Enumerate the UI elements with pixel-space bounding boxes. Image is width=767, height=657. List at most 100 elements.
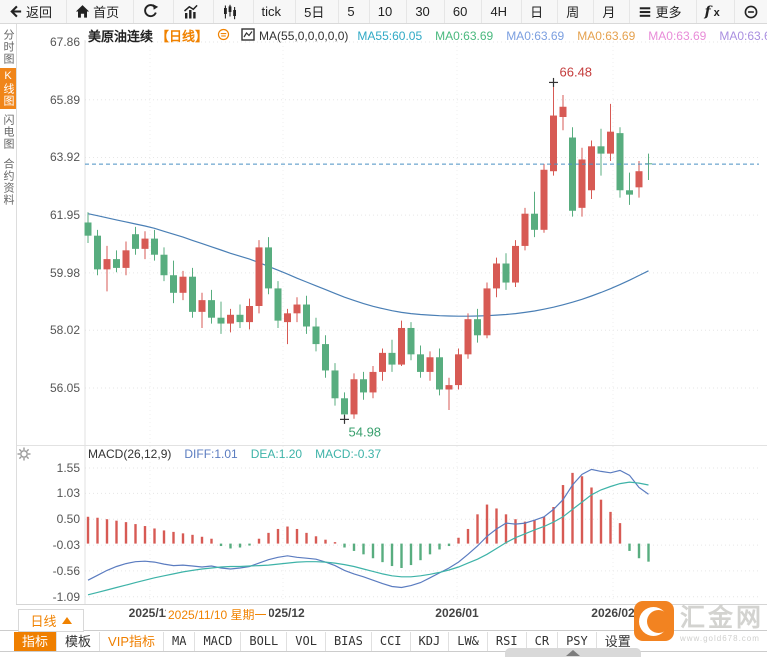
date-axis-label: 2025/11 <box>128 606 172 620</box>
indicator-tab-设置[interactable]: 设置 <box>595 631 639 651</box>
chart-legend: 美原油连续 【日线】 MA(55,0,0,0,0,0) MA55:60.05 MA0… <box>88 26 767 45</box>
zoom-out-icon <box>743 4 759 20</box>
toolbar-period-30-button[interactable]: 30 <box>406 0 437 23</box>
toolbar-more-button[interactable]: 更多 <box>629 0 689 23</box>
toolbar-period-4h-label: 4H <box>490 4 508 19</box>
macd-axis-label: -1.09 <box>52 589 80 604</box>
chart-type-sidebar: 分时图 K线图闪电图合约资料 <box>0 24 17 604</box>
macd-axis-label: -0.56 <box>52 563 80 578</box>
indicator-tab-KDJ[interactable]: KDJ <box>409 631 449 651</box>
price-axis-label: 58.02 <box>49 323 80 338</box>
ma-formula: MA(55,0,0,0,0,0) <box>259 28 349 43</box>
toolbar-refresh-button[interactable] <box>133 0 167 23</box>
toolbar-trend-chart-button[interactable] <box>173 0 207 23</box>
macd-formula: MACD(26,12,9) <box>88 447 172 461</box>
price-axis-label: 65.89 <box>49 92 80 107</box>
indicator-tab-LW&[interactable]: LW& <box>448 631 487 651</box>
indicator-tab-PSY[interactable]: PSY <box>557 631 596 651</box>
toolbar-tick-label: tick <box>261 4 282 19</box>
toolbar-period-60-button[interactable]: 60 <box>443 0 475 23</box>
toolbar-period-60-label: 60 <box>452 4 468 19</box>
macd-axis-label: 1.55 <box>56 460 80 475</box>
refresh-icon <box>142 3 159 20</box>
sidebar-tab-time-chart[interactable]: 分时图 <box>2 29 14 65</box>
toolbar-candle-chart-button[interactable] <box>213 0 246 23</box>
price-axis-label: 61.95 <box>49 208 80 223</box>
svg-text:66.48: 66.48 <box>560 64 593 79</box>
toolbar-back-label: 返回 <box>26 5 53 20</box>
ma-value-5: MA0:63.69 <box>719 28 767 43</box>
period-dropdown-label: 日线 <box>30 614 57 629</box>
ma-value-2: MA0:63.69 <box>506 28 565 43</box>
date-axis-label: 2026/02 <box>591 606 635 620</box>
macd-bar-value: MACD:-0.37 <box>315 447 382 461</box>
indicator-tab-MACD[interactable]: MACD <box>194 631 240 651</box>
toolbar-period-month-button[interactable]: 月 <box>593 0 623 23</box>
bar-chart-icon <box>182 4 199 20</box>
panel-divider <box>16 445 767 446</box>
watermark-logo: 汇金网 www.gold678.com <box>633 601 764 643</box>
candlestick-icon <box>222 4 238 20</box>
toolbar-zoom-out-button[interactable] <box>733 0 767 23</box>
indicator-tab-VOL[interactable]: VOL <box>286 631 325 651</box>
toolbar-period-day-button[interactable]: 日 <box>521 0 551 23</box>
toolbar-back-button[interactable]: 返回 <box>0 0 60 23</box>
logo-icon <box>633 601 674 641</box>
arrow-up-icon <box>566 649 580 656</box>
date-axis-label: 2025/12 <box>261 606 305 620</box>
indicator-tab-BIAS[interactable]: BIAS <box>324 631 371 651</box>
ma-value-1: MA0:63.69 <box>435 28 494 43</box>
price-axis-label: 59.98 <box>49 265 80 280</box>
logo-url: www.gold678.com <box>679 634 760 643</box>
macd-diff-value: DIFF:1.01 <box>184 447 238 461</box>
toolbar-home-button[interactable]: 首页 <box>66 0 127 23</box>
toolbar-period-10-button[interactable]: 10 <box>368 0 400 23</box>
indicator-tab-CCI[interactable]: CCI <box>370 631 410 651</box>
toolbar-period-week-button[interactable]: 周 <box>557 0 587 23</box>
toolbar-period-10-label: 10 <box>377 4 393 19</box>
toolbar-period-5-button[interactable]: 5 <box>338 0 362 23</box>
top-toolbar: 返回 首页 tick 5日 5 10 30 60 4H 日 周 月 更多 f x <box>0 0 767 24</box>
gear-icon[interactable] <box>17 447 31 466</box>
ma-values: MA55:60.05 MA0:63.69 MA0:63.69 MA0:63.69 MA0… <box>357 29 767 43</box>
toolbar-period-month-label: 月 <box>602 5 616 20</box>
toolbar-period-week-label: 周 <box>566 5 580 20</box>
price-axis-label: 67.86 <box>49 35 80 49</box>
toolbar-period-4h-button[interactable]: 4H <box>481 0 515 23</box>
period-dropdown-button[interactable]: 日线 <box>18 609 84 632</box>
ma-value-3: MA0:63.69 <box>577 28 636 43</box>
macd-dea-value: DEA:1.20 <box>250 447 303 461</box>
indicator-tab-VIP指标[interactable]: VIP指标 <box>99 631 163 651</box>
sidebar-tab-lightning-chart[interactable]: 闪电图 <box>2 114 14 150</box>
macd-axis-label: 0.50 <box>56 512 80 527</box>
price-axis-label: 63.92 <box>49 150 80 165</box>
toolbar-period-5d-button[interactable]: 5日 <box>295 0 332 23</box>
indicator-tab-指标[interactable]: 指标 <box>14 631 57 651</box>
period-tag: 【日线】 <box>156 29 209 44</box>
crosshair-date-label: 2025/11/10 星期一 <box>166 605 269 624</box>
indicator-tab-RSI[interactable]: RSI <box>486 631 526 651</box>
macd-axis-label: -0.03 <box>52 538 80 553</box>
sidebar-tab-contract-info[interactable]: 合约资料 <box>2 158 14 206</box>
indicator-tab-BOLL[interactable]: BOLL <box>240 631 286 651</box>
toolbar-tick-button[interactable]: tick <box>252 0 290 23</box>
collapse-handle[interactable] <box>505 648 641 657</box>
menu-icon <box>638 5 652 19</box>
macd-axis-label: 1.03 <box>56 486 80 501</box>
indicator-tab-MA[interactable]: MA <box>163 631 194 651</box>
svg-text:54.98: 54.98 <box>349 424 382 439</box>
back-arrow-icon <box>8 4 23 19</box>
symbol-settings-icon[interactable] <box>217 28 230 44</box>
indicator-tab-CR[interactable]: CR <box>525 631 557 651</box>
sidebar-tab-kline-chart[interactable]: K线图 <box>0 68 16 109</box>
toolbar-period-30-label: 30 <box>415 4 430 19</box>
ma-value-4: MA0:63.69 <box>648 28 707 43</box>
home-icon <box>75 4 90 19</box>
indicator-tab-模板[interactable]: 模板 <box>56 631 99 651</box>
toolbar-period-5d-label: 5日 <box>304 5 325 20</box>
indicator-window-icon[interactable] <box>241 27 255 44</box>
toolbar-more-label: 更多 <box>655 5 682 20</box>
